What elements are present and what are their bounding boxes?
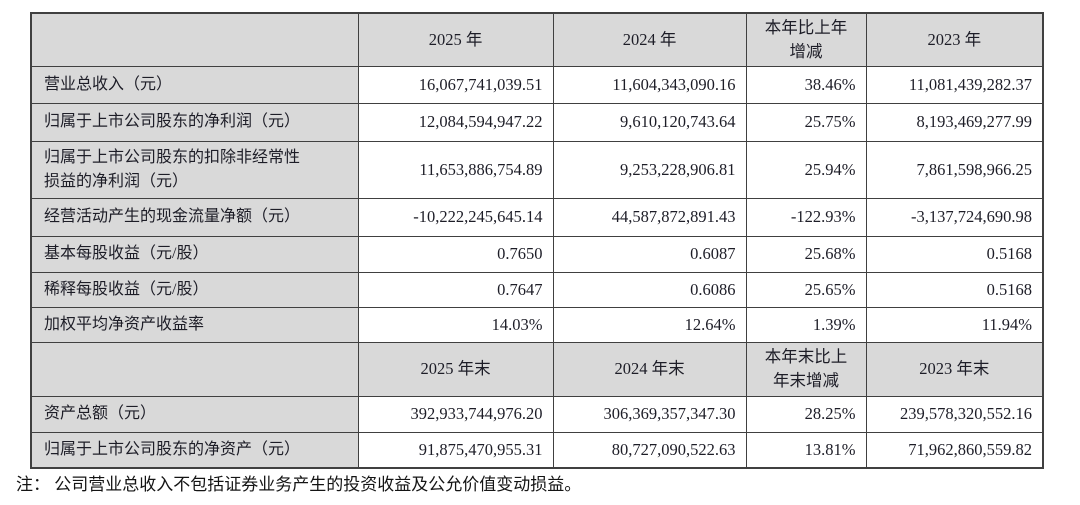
table-row: 归属于上市公司股东的扣除非经常性 损益的净利润（元） 11,653,886,75… bbox=[30, 140, 1044, 199]
value-2024: 0.6087 bbox=[552, 235, 747, 273]
corner-cell bbox=[30, 12, 359, 67]
row-label: 归属于上市公司股东的净资产（元） bbox=[30, 431, 359, 469]
value-2025: 11,653,886,754.89 bbox=[357, 140, 554, 199]
value-2024: 9,610,120,743.64 bbox=[552, 102, 747, 142]
value-2025: 0.7647 bbox=[357, 271, 554, 308]
value-2025: 12,084,594,947.22 bbox=[357, 102, 554, 142]
table-row: 经营活动产生的现金流量净额（元） -10,222,245,645.14 44,5… bbox=[30, 197, 1044, 237]
table-row: 基本每股收益（元/股） 0.7650 0.6087 25.68% 0.5168 bbox=[30, 235, 1044, 273]
value-2025: 14.03% bbox=[357, 306, 554, 343]
row-label: 经营活动产生的现金流量净额（元） bbox=[30, 197, 359, 237]
value-2023: 239,578,320,552.16 bbox=[865, 395, 1044, 433]
value-2025: 392,933,744,976.20 bbox=[357, 395, 554, 433]
value-change: 25.94% bbox=[745, 140, 867, 199]
value-2023: 0.5168 bbox=[865, 235, 1044, 273]
row-label: 稀释每股收益（元/股） bbox=[30, 271, 359, 308]
financial-summary-table: 2025 年 2024 年 本年比上年 增减 2023 年 营业总收入（元） 1… bbox=[30, 12, 1044, 470]
value-change: 25.68% bbox=[745, 235, 867, 273]
value-2025: -10,222,245,645.14 bbox=[357, 197, 554, 237]
value-2023: 8,193,469,277.99 bbox=[865, 102, 1044, 142]
col-header-2023: 2023 年 bbox=[865, 12, 1044, 67]
col-header-2025-end: 2025 年末 bbox=[357, 341, 554, 397]
corner-cell bbox=[30, 341, 359, 397]
value-change: 13.81% bbox=[745, 431, 867, 469]
value-change: 38.46% bbox=[745, 65, 867, 104]
value-2024: 80,727,090,522.63 bbox=[552, 431, 747, 469]
table-row: 加权平均净资产收益率 14.03% 12.64% 1.39% 11.94% bbox=[30, 306, 1044, 343]
period-header-row: 2025 年 2024 年 本年比上年 增减 2023 年 bbox=[30, 12, 1044, 67]
value-change: 25.65% bbox=[745, 271, 867, 308]
value-2024: 0.6086 bbox=[552, 271, 747, 308]
value-change: 25.75% bbox=[745, 102, 867, 142]
table-row: 归属于上市公司股东的净资产（元） 91,875,470,955.31 80,72… bbox=[30, 431, 1044, 469]
value-change: -122.93% bbox=[745, 197, 867, 237]
value-2023: 11.94% bbox=[865, 306, 1044, 343]
table-row: 资产总额（元） 392,933,744,976.20 306,369,357,3… bbox=[30, 395, 1044, 433]
col-header-change: 本年比上年 增减 bbox=[745, 12, 867, 67]
row-label: 归属于上市公司股东的净利润（元） bbox=[30, 102, 359, 142]
value-change: 28.25% bbox=[745, 395, 867, 433]
value-2024: 306,369,357,347.30 bbox=[552, 395, 747, 433]
col-header-change-end: 本年末比上 年末增减 bbox=[745, 341, 867, 397]
value-2024: 12.64% bbox=[552, 306, 747, 343]
value-change: 1.39% bbox=[745, 306, 867, 343]
balance-header-row: 2025 年末 2024 年末 本年末比上 年末增减 2023 年末 bbox=[30, 341, 1044, 397]
row-label: 加权平均净资产收益率 bbox=[30, 306, 359, 343]
value-2023: 7,861,598,966.25 bbox=[865, 140, 1044, 199]
value-2024: 44,587,872,891.43 bbox=[552, 197, 747, 237]
value-2024: 11,604,343,090.16 bbox=[552, 65, 747, 104]
value-2023: 11,081,439,282.37 bbox=[865, 65, 1044, 104]
footnote: 注： 公司营业总收入不包括证券业务产生的投资收益及公允价值变动损益。 bbox=[16, 475, 582, 494]
value-2023: -3,137,724,690.98 bbox=[865, 197, 1044, 237]
table-row: 稀释每股收益（元/股） 0.7647 0.6086 25.65% 0.5168 bbox=[30, 271, 1044, 308]
value-2024: 9,253,228,906.81 bbox=[552, 140, 747, 199]
value-2025: 0.7650 bbox=[357, 235, 554, 273]
col-header-2024-end: 2024 年末 bbox=[552, 341, 747, 397]
col-header-2025: 2025 年 bbox=[357, 12, 554, 67]
value-2025: 16,067,741,039.51 bbox=[357, 65, 554, 104]
row-label: 资产总额（元） bbox=[30, 395, 359, 433]
table-row: 归属于上市公司股东的净利润（元） 12,084,594,947.22 9,610… bbox=[30, 102, 1044, 142]
row-label: 基本每股收益（元/股） bbox=[30, 235, 359, 273]
value-2023: 0.5168 bbox=[865, 271, 1044, 308]
col-header-2024: 2024 年 bbox=[552, 12, 747, 67]
table-row: 营业总收入（元） 16,067,741,039.51 11,604,343,09… bbox=[30, 65, 1044, 104]
col-header-2023-end: 2023 年末 bbox=[865, 341, 1044, 397]
row-label: 归属于上市公司股东的扣除非经常性 损益的净利润（元） bbox=[30, 140, 359, 199]
value-2023: 71,962,860,559.82 bbox=[865, 431, 1044, 469]
value-2025: 91,875,470,955.31 bbox=[357, 431, 554, 469]
row-label: 营业总收入（元） bbox=[30, 65, 359, 104]
